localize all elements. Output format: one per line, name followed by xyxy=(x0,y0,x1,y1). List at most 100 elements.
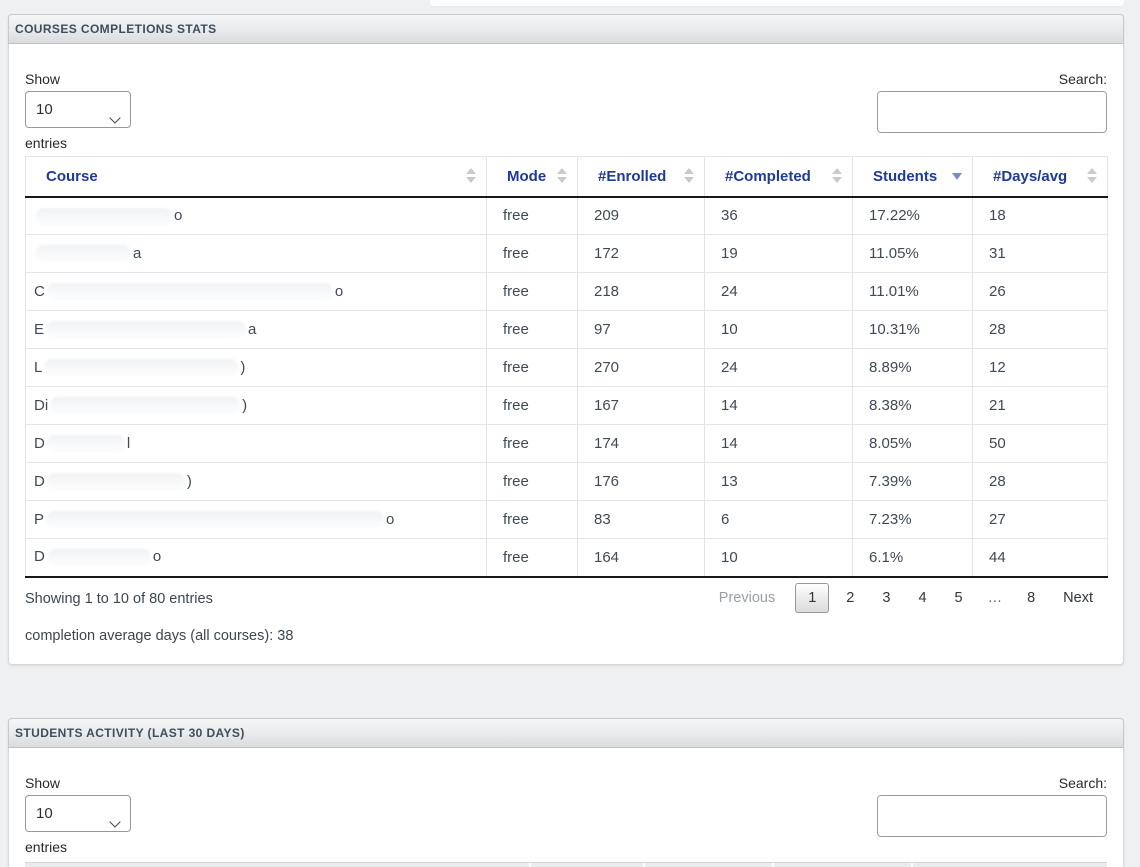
page-button[interactable]: 8 xyxy=(1027,589,1036,606)
students-table-column xyxy=(531,863,645,867)
course-name-fragment: l xyxy=(126,434,131,452)
courses-panel-header: COURSES COMPLETIONS STATS xyxy=(8,14,1124,44)
course-name-fragment: D xyxy=(34,434,45,452)
page-length-select[interactable]: 10 xyxy=(25,91,131,128)
course-row: Di) free 167 14 8.38% 21 xyxy=(25,386,1108,425)
students-percent-cell: 8.05% xyxy=(852,424,973,463)
page-length-select-wrap: 10 xyxy=(25,795,131,832)
mode-cell: free xyxy=(486,348,578,387)
course-name-fragment: o xyxy=(386,510,395,528)
table-search-control: Search: xyxy=(877,775,1107,837)
days-avg-cell: 18 xyxy=(972,196,1108,235)
students-table-column xyxy=(645,863,774,867)
mode-cell: free xyxy=(486,234,578,273)
course-cell: a xyxy=(25,234,487,273)
course-name-fragment: o xyxy=(174,206,183,224)
students-activity-panel: STUDENTS ACTIVITY (LAST 30 DAYS) Show 10… xyxy=(8,718,1124,867)
mode-cell: free xyxy=(486,272,578,311)
days-avg-cell: 44 xyxy=(972,538,1108,578)
show-label: Show xyxy=(25,775,61,791)
enrolled-cell: 176 xyxy=(577,462,705,501)
column-header-completed[interactable]: #Completed xyxy=(704,156,853,198)
redacted-course-name xyxy=(46,283,333,301)
redacted-course-name xyxy=(50,397,241,415)
column-header-label: Mode xyxy=(507,167,547,185)
page-button[interactable]: 2 xyxy=(846,589,855,606)
search-label: Search: xyxy=(1058,775,1107,791)
completed-cell: 24 xyxy=(704,348,853,387)
redacted-course-name xyxy=(46,511,385,529)
course-cell: Di) xyxy=(25,386,487,425)
mode-cell: free xyxy=(486,386,578,425)
enrolled-cell: 270 xyxy=(577,348,705,387)
mode-cell: free xyxy=(486,196,578,235)
students-percent-cell: 7.39% xyxy=(852,462,973,501)
days-avg-cell: 28 xyxy=(972,462,1108,501)
enrolled-cell: 97 xyxy=(577,310,705,349)
redacted-course-name xyxy=(46,435,125,453)
course-name-fragment: Di xyxy=(34,396,49,414)
course-name-fragment: D xyxy=(34,548,45,566)
completed-cell: 24 xyxy=(704,272,853,311)
column-header-daysavg[interactable]: #Days/avg xyxy=(972,156,1108,198)
search-input[interactable] xyxy=(877,91,1107,133)
search-input[interactable] xyxy=(877,795,1107,837)
enrolled-cell: 218 xyxy=(577,272,705,311)
column-header-enrolled[interactable]: #Enrolled xyxy=(577,156,705,198)
courses-completions-panel: COURSES COMPLETIONS STATS Show 10 entrie… xyxy=(8,14,1124,665)
table-controls: Show 10 entries Search: xyxy=(25,71,1107,151)
pagination-ellipsis: … xyxy=(987,589,1003,606)
completed-cell: 36 xyxy=(704,196,853,235)
days-avg-cell: 21 xyxy=(972,386,1108,425)
course-row: D) free 176 13 7.39% 28 xyxy=(25,462,1108,501)
days-avg-cell: 26 xyxy=(972,272,1108,311)
page-length-control: Show 10 entries xyxy=(25,775,131,855)
sort-both-icon xyxy=(832,168,842,184)
page-length-select[interactable]: 10 xyxy=(25,795,131,832)
next-page-button[interactable]: Next xyxy=(1063,589,1093,606)
sort-both-icon xyxy=(684,168,694,184)
table-footer: Showing 1 to 10 of 80 entries Previous 1 2… xyxy=(25,578,1107,613)
course-cell: o xyxy=(25,196,487,235)
completed-cell: 14 xyxy=(704,424,853,463)
students-table-header-sliver xyxy=(25,862,1107,867)
entries-label: entries xyxy=(25,135,68,151)
page-button[interactable]: 5 xyxy=(954,589,963,606)
table-info: Showing 1 to 10 of 80 entries xyxy=(25,590,213,607)
course-name-fragment: P xyxy=(34,510,45,528)
page-button[interactable]: 3 xyxy=(882,589,891,606)
table-search-control: Search: xyxy=(877,71,1107,133)
redacted-course-name xyxy=(46,549,151,567)
column-header-course[interactable]: Course xyxy=(25,156,487,198)
column-header-mode[interactable]: Mode xyxy=(486,156,578,198)
column-header-label: #Days/avg xyxy=(993,167,1068,185)
students-percent-cell: 11.01% xyxy=(852,272,973,311)
enrolled-cell: 172 xyxy=(577,234,705,273)
completion-average-note: completion average days (all courses): 3… xyxy=(25,627,294,644)
course-name-fragment: D xyxy=(34,472,45,490)
current-page-button[interactable]: 1 xyxy=(795,582,830,613)
completed-cell: 14 xyxy=(704,386,853,425)
previous-page-button[interactable]: Previous xyxy=(718,589,776,606)
course-name-fragment: ) xyxy=(240,358,246,376)
column-header-students[interactable]: Students xyxy=(852,156,973,198)
course-cell: D) xyxy=(25,462,487,501)
students-percent-cell: 7.23% xyxy=(852,500,973,539)
show-label: Show xyxy=(25,71,61,87)
course-name-fragment: E xyxy=(34,320,45,338)
course-name-fragment: o xyxy=(152,548,162,566)
courses-panel-body: Show 10 entries Search: xyxy=(8,44,1124,665)
page-button[interactable]: 4 xyxy=(918,589,927,606)
course-name-fragment: a xyxy=(133,244,142,262)
course-row: L) free 270 24 8.89% 12 xyxy=(25,348,1108,387)
completed-cell: 10 xyxy=(704,538,853,578)
sort-both-icon xyxy=(1087,168,1097,184)
